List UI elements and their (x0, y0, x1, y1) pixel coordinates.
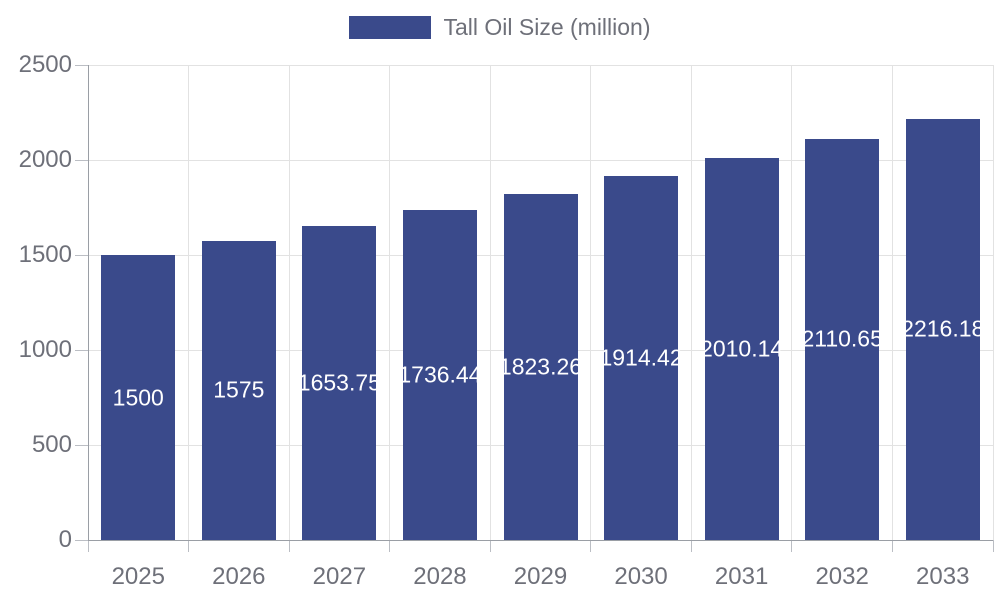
bar-2032[interactable] (805, 138, 880, 540)
bar-value-label: 1653.75 (297, 369, 381, 396)
bar-2033[interactable] (905, 118, 980, 540)
x-tick-label: 2030 (614, 563, 668, 590)
gridline-horizontal (88, 64, 993, 66)
bar-2031[interactable] (704, 158, 779, 540)
legend-swatch (349, 15, 432, 39)
gridline-vertical (992, 65, 994, 540)
x-axis-tick (489, 540, 491, 552)
bar-value-label: 1914.42 (599, 344, 683, 371)
x-axis-line (88, 539, 993, 541)
y-tick-label: 2000 (18, 146, 72, 173)
legend: Tall Oil Size (million) (0, 0, 1000, 54)
gridline-vertical (188, 65, 190, 540)
x-tick-label: 2033 (916, 563, 970, 590)
x-tick-label: 2026 (212, 563, 266, 590)
gridline-vertical (690, 65, 692, 540)
x-tick-label: 2029 (513, 563, 568, 590)
y-axis-tick (75, 349, 88, 351)
x-tick-label: 2025 (111, 563, 165, 590)
legend-item[interactable]: Tall Oil Size (million) (349, 13, 651, 41)
bar-2029[interactable] (503, 193, 578, 540)
bar-value-label: 2216.18 (901, 315, 985, 342)
x-axis-tick (288, 540, 290, 552)
x-axis-tick (690, 540, 692, 552)
gridline-vertical (489, 65, 491, 540)
x-axis-tick (389, 540, 391, 552)
y-tick-label: 0 (58, 526, 72, 553)
y-axis-tick (75, 64, 88, 66)
y-tick-label: 2500 (18, 51, 72, 78)
y-axis-tick (75, 444, 88, 446)
y-tick-label: 1000 (18, 336, 72, 363)
bar-value-label: 1823.26 (498, 353, 583, 380)
gridline-vertical (590, 65, 592, 540)
bar-value-label: 1736.44 (398, 361, 482, 388)
x-axis-tick (590, 540, 592, 552)
y-axis-line (87, 65, 89, 540)
bar-2027[interactable] (302, 225, 377, 540)
y-axis-tick (75, 159, 88, 161)
x-tick-label: 2032 (815, 563, 869, 590)
y-tick-label: 500 (31, 431, 72, 458)
x-axis-tick (992, 540, 994, 552)
y-axis-tick (75, 254, 88, 256)
x-tick-label: 2027 (312, 563, 367, 590)
bar-value-label: 1575 (213, 376, 265, 403)
bar-2025[interactable] (101, 255, 176, 540)
bar-value-label: 2010.14 (700, 335, 784, 362)
bar-value-label: 2110.65 (801, 325, 883, 352)
gridline-vertical (288, 65, 290, 540)
x-tick-label: 2028 (413, 563, 467, 590)
gridline-vertical (791, 65, 793, 540)
bar-value-label: 1500 (112, 384, 164, 410)
x-axis-tick (188, 540, 190, 552)
x-axis-tick (791, 540, 793, 552)
gridline-horizontal (88, 159, 993, 161)
bar-2030[interactable] (604, 176, 679, 540)
y-tick-label: 1500 (18, 241, 72, 268)
legend-label: Tall Oil Size (million) (443, 13, 651, 40)
x-axis-tick (87, 540, 89, 552)
x-tick-label: 2031 (714, 563, 769, 590)
gridline-vertical (389, 65, 391, 540)
bar-2028[interactable] (402, 210, 477, 540)
bar-2026[interactable] (201, 240, 276, 540)
y-axis-tick (75, 539, 88, 541)
gridline-vertical (891, 65, 893, 540)
x-axis-tick (891, 540, 893, 552)
